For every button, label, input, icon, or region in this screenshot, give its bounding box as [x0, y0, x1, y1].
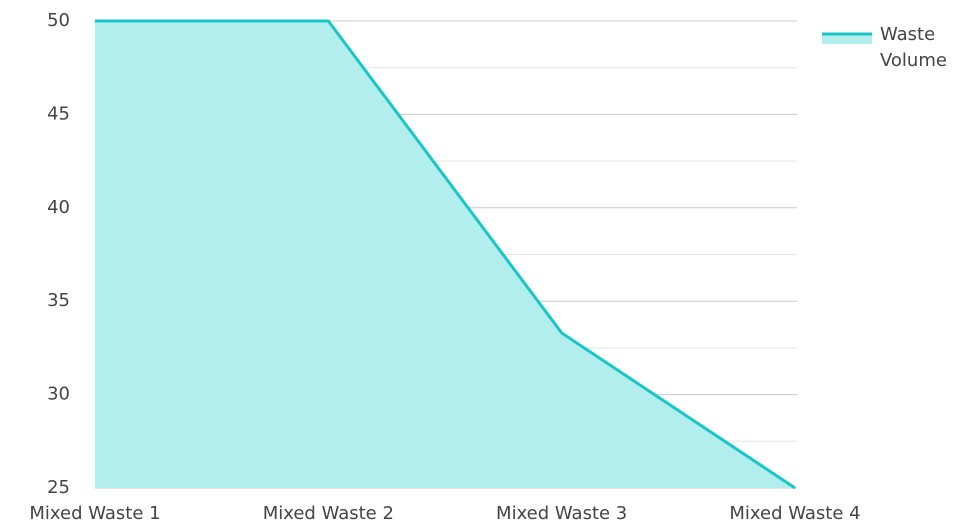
y-tick-label: 50	[47, 10, 70, 31]
y-tick-label: 45	[47, 103, 70, 124]
x-tick-label: Mixed Waste 3	[496, 503, 627, 524]
y-tick-label: 25	[47, 477, 70, 498]
x-tick-label: Mixed Waste 1	[29, 503, 160, 524]
x-tick-label: Mixed Waste 4	[729, 503, 860, 524]
area	[95, 21, 795, 488]
y-tick-label: 40	[47, 197, 70, 218]
line	[95, 19, 796, 490]
legend-label: Waste Volume	[880, 24, 947, 71]
y-tick-label: 30	[47, 384, 70, 405]
legend-swatch	[822, 34, 872, 44]
x-tick-label: Mixed Waste 2	[263, 503, 394, 524]
y-tick-label: 35	[47, 290, 70, 311]
